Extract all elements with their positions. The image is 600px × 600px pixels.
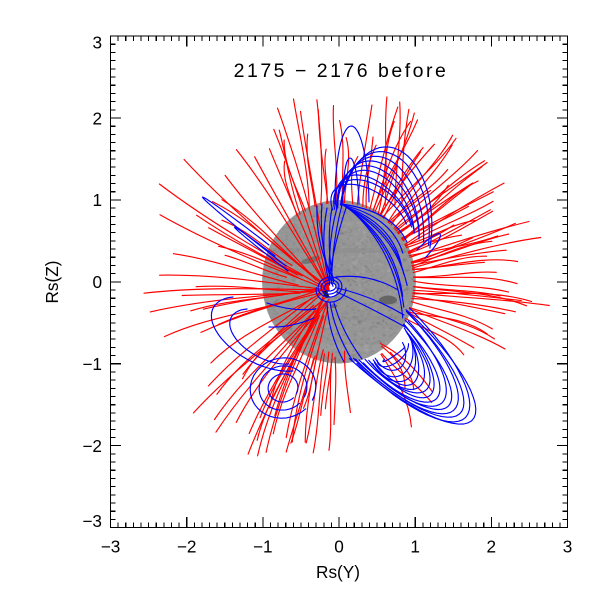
svg-text:1: 1 [92,190,102,210]
svg-text:1: 1 [410,536,420,556]
svg-text:Rs(Z): Rs(Z) [42,261,62,304]
svg-text:Rs(Y): Rs(Y) [316,562,360,582]
svg-text:−1: −1 [253,536,273,556]
svg-text:2175 − 2176 before: 2175 − 2176 before [234,60,449,82]
svg-text:−2: −2 [177,536,197,556]
svg-text:3: 3 [92,33,102,53]
svg-text:2: 2 [92,108,102,128]
svg-text:−1: −1 [82,354,102,374]
svg-text:2: 2 [487,536,497,556]
svg-text:0: 0 [92,272,102,292]
svg-text:−3: −3 [82,511,102,531]
svg-text:3: 3 [563,536,573,556]
svg-text:−3: −3 [101,536,121,556]
svg-text:0: 0 [334,536,344,556]
svg-text:−2: −2 [82,436,102,456]
